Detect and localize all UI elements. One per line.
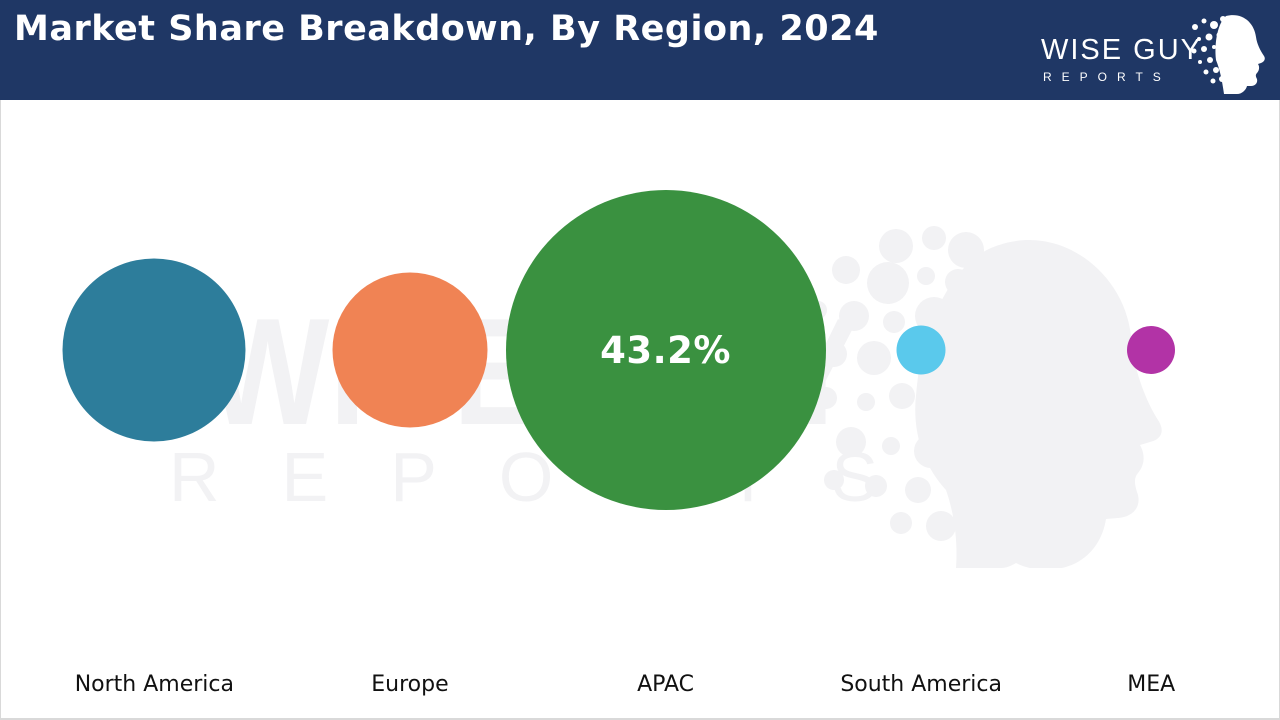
category-label-mea: MEA	[1127, 672, 1176, 697]
bubble-south-america	[896, 325, 946, 375]
header-bar: Market Share Breakdown, By Region, 2024 …	[0, 0, 1280, 100]
logo-head-icon	[1188, 12, 1266, 98]
bubble-apac: 43.2%	[505, 190, 826, 510]
chart-area: WISE GUY REPORTS 43.2% North AmericaEuro…	[0, 100, 1280, 720]
category-labels: North America Europe APAC South America MEA	[1, 671, 1279, 701]
page-title: Market Share Breakdown, By Region, 2024	[14, 9, 879, 49]
category-label-south-america: South America	[840, 672, 1002, 697]
category-label-apac: APAC	[637, 672, 695, 697]
logo-wiseguy: WISE GUY REPORTS	[1041, 12, 1266, 98]
logo-text: WISE GUY REPORTS	[1041, 34, 1202, 84]
bubble-value-label: 43.2%	[600, 328, 731, 372]
logo-subtitle: REPORTS	[1042, 70, 1171, 84]
bubble-europe	[332, 272, 488, 428]
logo-wordmark: WISE GUY	[1040, 34, 1202, 66]
category-label-north-america: North America	[74, 672, 234, 697]
bubble-north-america	[62, 258, 246, 442]
bubble-stage: 43.2%	[1, 100, 1279, 718]
category-label-europe: Europe	[371, 672, 449, 697]
bubble-mea	[1127, 326, 1176, 374]
